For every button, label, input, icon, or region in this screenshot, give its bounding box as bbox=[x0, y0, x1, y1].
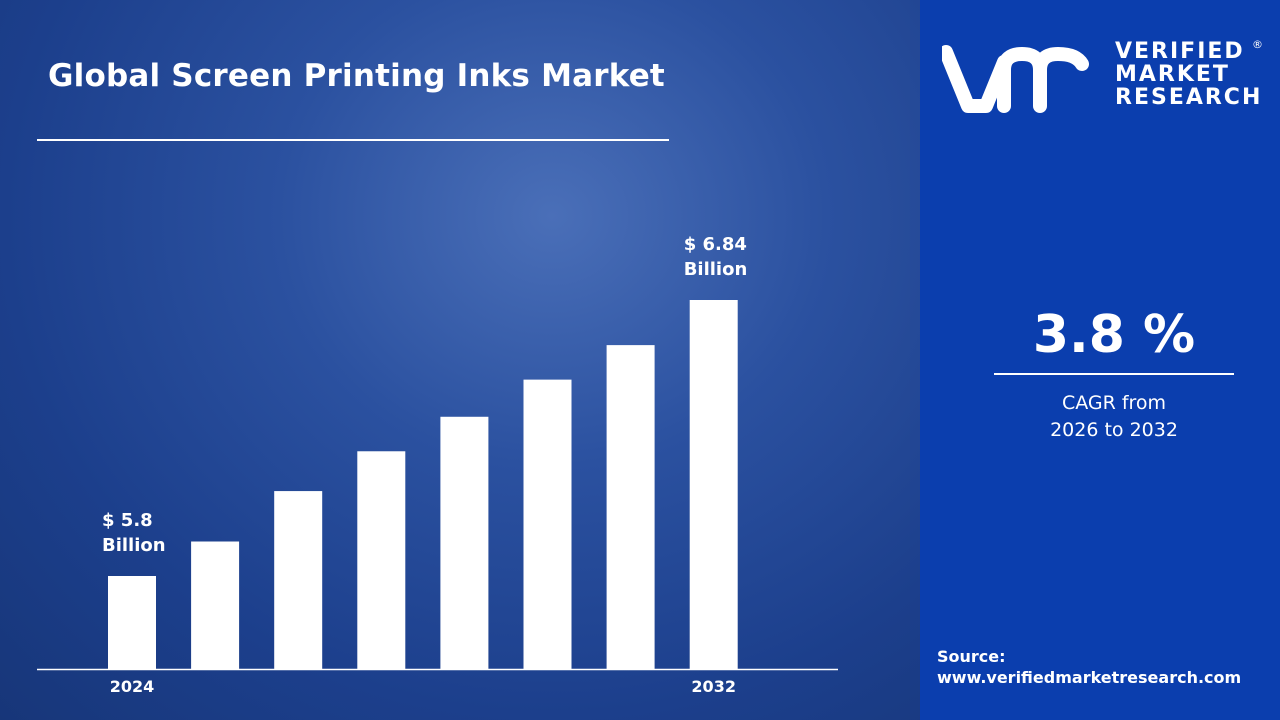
bar-chart: 2024 2032 $ 5.8 Billion $ 6.84 Billion bbox=[37, 234, 838, 696]
data-label: Billion bbox=[684, 259, 748, 280]
bar-2025 bbox=[191, 541, 240, 669]
source: Source: www.verifiedmarketresearch.com bbox=[937, 646, 1241, 688]
bar-2030 bbox=[606, 345, 655, 669]
bar-2024 bbox=[108, 576, 156, 669]
source-label: Source: bbox=[937, 647, 1006, 666]
cagr-divider bbox=[994, 373, 1234, 375]
logo-line2: MARKET bbox=[1115, 62, 1230, 87]
x-tick-label: 2032 bbox=[691, 677, 736, 696]
chart-title: Global Screen Printing Inks Market bbox=[48, 58, 665, 94]
side-panel bbox=[920, 0, 1280, 720]
title-divider bbox=[37, 139, 669, 141]
x-tick-label: 2024 bbox=[110, 677, 155, 696]
bar-2028 bbox=[440, 416, 489, 669]
cagr-label-line2: 2026 to 2032 bbox=[1050, 419, 1178, 441]
cagr-label-line1: CAGR from bbox=[1061, 392, 1167, 414]
data-label: Billion bbox=[102, 535, 166, 556]
vmr-logo bbox=[942, 45, 1089, 113]
source-url[interactable]: www.verifiedmarketresearch.com bbox=[937, 668, 1242, 687]
logo-line1: VERIFIED bbox=[1115, 39, 1245, 64]
data-label: $ 6.84 bbox=[684, 234, 747, 255]
logo-text: VERIFIED MARKET RESEARCH bbox=[1115, 40, 1262, 109]
cagr-label: CAGR from 2026 to 2032 bbox=[994, 390, 1234, 444]
bar-2026 bbox=[274, 491, 323, 669]
bar-2029 bbox=[523, 379, 572, 669]
registered-mark: ® bbox=[1252, 38, 1263, 51]
cagr-value: 3.8 % bbox=[1032, 305, 1196, 365]
logo-line3: RESEARCH bbox=[1115, 85, 1263, 110]
bar-2027 bbox=[357, 451, 406, 669]
data-label: $ 5.8 bbox=[102, 510, 153, 531]
bar-2032 bbox=[689, 300, 738, 669]
